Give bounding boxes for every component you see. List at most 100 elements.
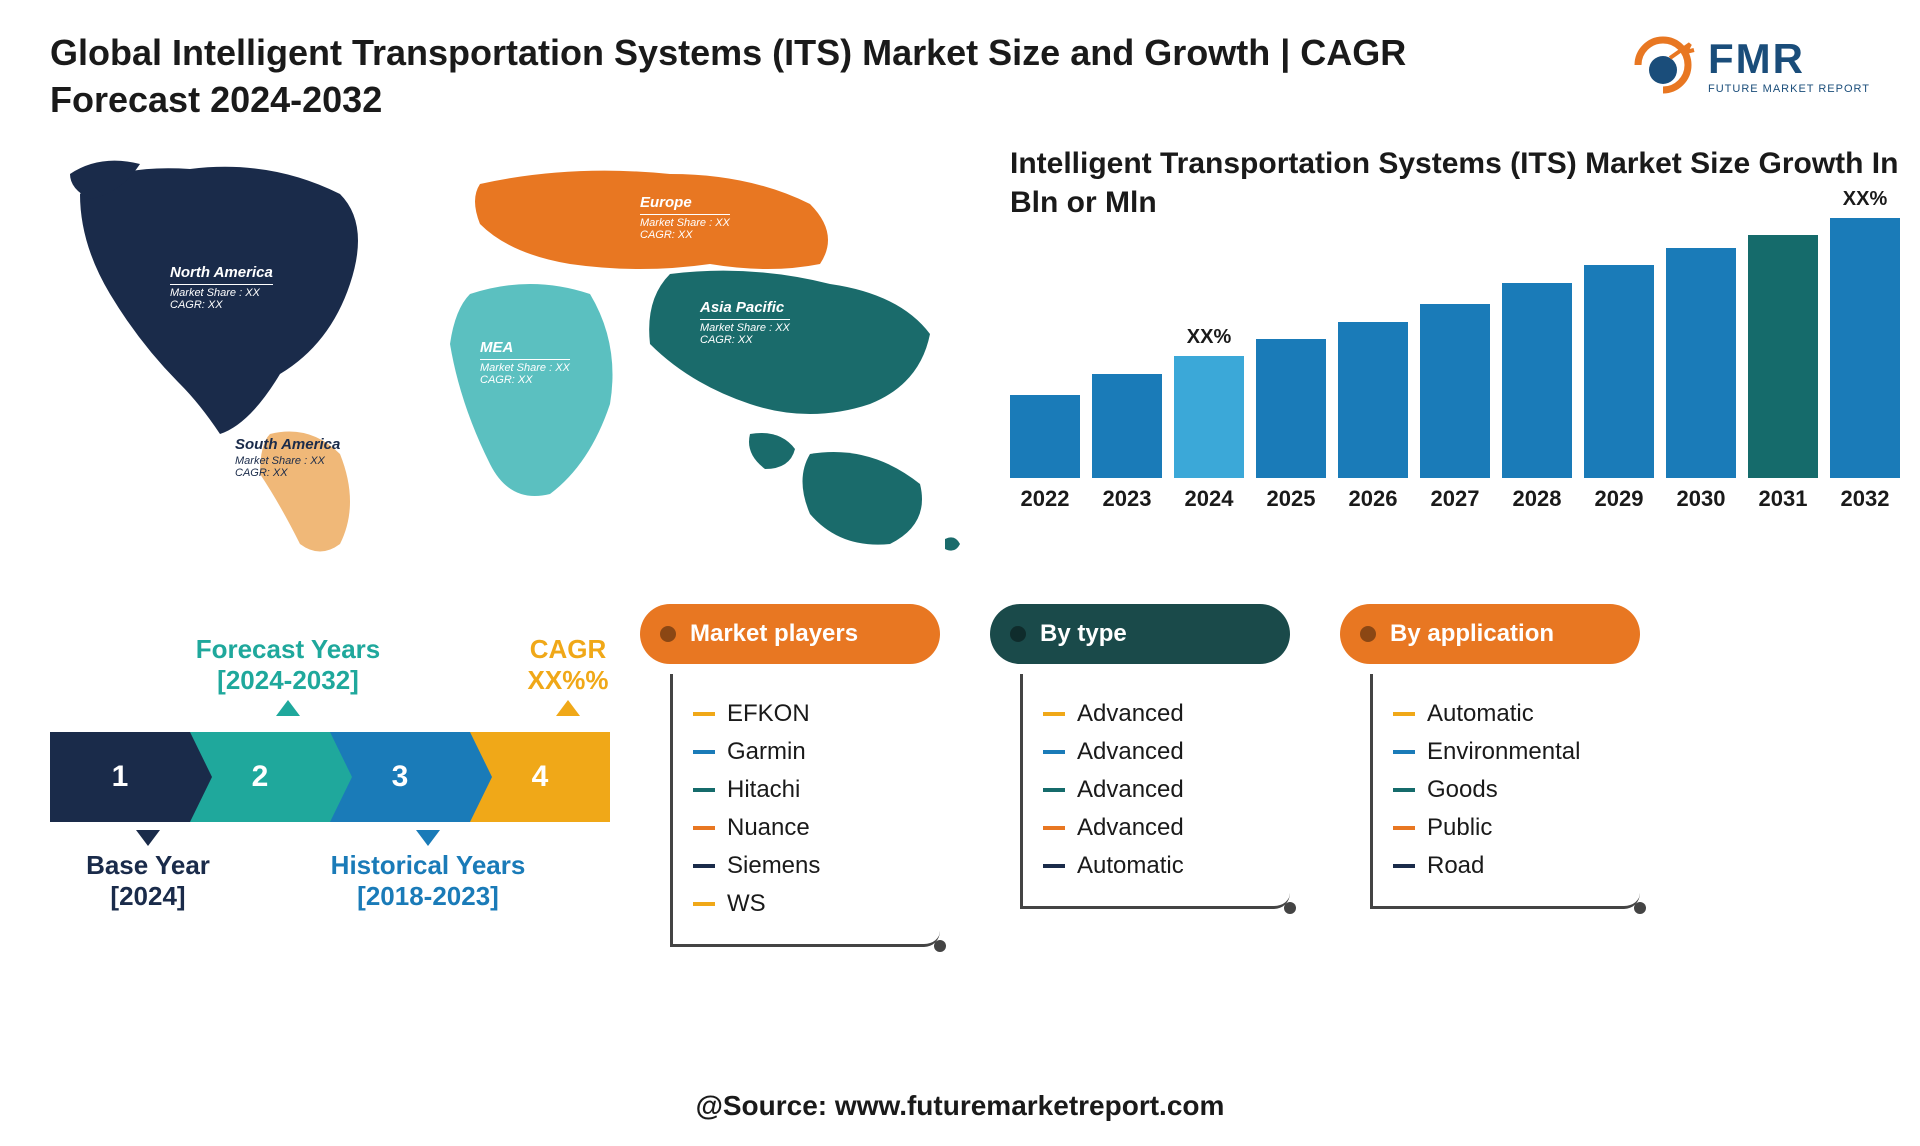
timeline-seg-1: 1 bbox=[50, 732, 190, 822]
bar-year-label: 2030 bbox=[1677, 486, 1726, 512]
bar bbox=[1420, 304, 1490, 477]
dot-icon bbox=[1360, 626, 1376, 642]
world-map: North America Market Share : XX CAGR: XX… bbox=[50, 144, 970, 564]
region-na-cagr: CAGR: XX bbox=[170, 299, 223, 311]
bar-col-2032: XX%2032 bbox=[1830, 218, 1900, 512]
bar-year-label: 2027 bbox=[1431, 486, 1480, 512]
bar-year-label: 2025 bbox=[1267, 486, 1316, 512]
category-item-text: Advanced bbox=[1077, 700, 1184, 728]
timeline: Forecast Years[2024-2032]CAGRXX%% 1234 B… bbox=[50, 634, 610, 940]
region-mea-share: Market Share : XX bbox=[480, 362, 570, 374]
region-na-name: North America bbox=[170, 264, 273, 281]
chart-unit: Bln or Mln bbox=[1010, 186, 1157, 219]
tick-icon bbox=[1393, 788, 1415, 792]
category-item: WS bbox=[693, 890, 920, 918]
category-item: Automatic bbox=[1393, 700, 1620, 728]
bar-year-label: 2024 bbox=[1185, 486, 1234, 512]
bar-chart: Intelligent Transportation Systems (ITS)… bbox=[1010, 144, 1900, 564]
timeline-label: Historical Years[2018-2023] bbox=[330, 830, 526, 912]
category-item-text: Automatic bbox=[1077, 852, 1184, 880]
bar bbox=[1584, 265, 1654, 477]
bar bbox=[1748, 235, 1818, 478]
tick-icon bbox=[693, 750, 715, 754]
category-item: Goods bbox=[1393, 776, 1620, 804]
category-item-text: WS bbox=[727, 890, 766, 918]
bar-annotation: XX% bbox=[1187, 326, 1231, 349]
tick-icon bbox=[693, 788, 715, 792]
logo: FMR FUTURE MARKET REPORT bbox=[1628, 30, 1870, 100]
timeline-label: Base Year[2024] bbox=[50, 830, 246, 912]
region-sa-cagr: CAGR: XX bbox=[235, 467, 288, 479]
category-header-text: By application bbox=[1390, 620, 1554, 648]
tick-icon bbox=[1393, 826, 1415, 830]
region-mea-cagr: CAGR: XX bbox=[480, 374, 533, 386]
bar bbox=[1256, 339, 1326, 478]
category-item-text: Siemens bbox=[727, 852, 820, 880]
page-title: Global Intelligent Transportation System… bbox=[50, 30, 1450, 124]
category-body: Advanced Advanced Advanced Advanced Auto… bbox=[1020, 674, 1290, 909]
bar-col-2030: 2030 bbox=[1666, 248, 1736, 512]
region-sa-share: Market Share : XX bbox=[235, 455, 325, 467]
category-header-text: By type bbox=[1040, 620, 1127, 648]
tick-icon bbox=[1043, 864, 1065, 868]
bar-col-2024: XX%2024 bbox=[1174, 356, 1244, 511]
tick-icon bbox=[1393, 750, 1415, 754]
bar-col-2028: 2028 bbox=[1502, 283, 1572, 512]
category-item: Nuance bbox=[693, 814, 920, 842]
tick-icon bbox=[1043, 750, 1065, 754]
region-eu-cagr: CAGR: XX bbox=[640, 229, 693, 241]
category-item: Automatic bbox=[1043, 852, 1270, 880]
region-eu-name: Europe bbox=[640, 194, 692, 211]
region-sa-name: South America bbox=[235, 436, 340, 453]
bar bbox=[1830, 218, 1900, 478]
tick-icon bbox=[1393, 712, 1415, 716]
tick-icon bbox=[693, 712, 715, 716]
bar-col-2025: 2025 bbox=[1256, 339, 1326, 512]
bar-year-label: 2023 bbox=[1103, 486, 1152, 512]
category-item: Hitachi bbox=[693, 776, 920, 804]
category-header-text: Market players bbox=[690, 620, 858, 648]
category-box: Market players EFKON Garmin Hitachi Nuan… bbox=[640, 604, 940, 947]
logo-text-main: FMR bbox=[1708, 35, 1870, 83]
category-item-text: EFKON bbox=[727, 700, 810, 728]
logo-icon bbox=[1628, 30, 1698, 100]
timeline-label: CAGRXX%% bbox=[470, 634, 666, 716]
region-mea-name: MEA bbox=[480, 339, 513, 356]
category-item: Advanced bbox=[1043, 814, 1270, 842]
category-item-text: Advanced bbox=[1077, 776, 1184, 804]
chart-title: Intelligent Transportation Systems (ITS)… bbox=[1010, 147, 1898, 180]
category-header: Market players bbox=[640, 604, 940, 664]
bar-year-label: 2032 bbox=[1841, 486, 1890, 512]
category-header: By application bbox=[1340, 604, 1640, 664]
category-item-text: Advanced bbox=[1077, 814, 1184, 842]
region-ap-share: Market Share : XX bbox=[700, 322, 790, 334]
category-box: By application Automatic Environmental G… bbox=[1340, 604, 1640, 947]
bar-col-2029: 2029 bbox=[1584, 265, 1654, 511]
bar bbox=[1174, 356, 1244, 477]
category-item: Road bbox=[1393, 852, 1620, 880]
region-eu-share: Market Share : XX bbox=[640, 217, 730, 229]
tick-icon bbox=[1043, 712, 1065, 716]
bar-col-2023: 2023 bbox=[1092, 374, 1162, 512]
bar bbox=[1338, 322, 1408, 478]
timeline-label: Forecast Years[2024-2032] bbox=[190, 634, 386, 716]
category-item-text: Hitachi bbox=[727, 776, 800, 804]
source-text: @Source: www.futuremarketreport.com bbox=[0, 1090, 1920, 1122]
category-box: By type Advanced Advanced Advanced Advan… bbox=[990, 604, 1290, 947]
category-item: Environmental bbox=[1393, 738, 1620, 766]
dot-icon bbox=[1010, 626, 1026, 642]
category-item-text: Advanced bbox=[1077, 738, 1184, 766]
region-ap-name: Asia Pacific bbox=[700, 299, 784, 316]
category-item: Siemens bbox=[693, 852, 920, 880]
category-item: Advanced bbox=[1043, 738, 1270, 766]
bar-annotation: XX% bbox=[1843, 188, 1887, 211]
bar bbox=[1666, 248, 1736, 478]
tick-icon bbox=[693, 902, 715, 906]
bar-col-2022: 2022 bbox=[1010, 395, 1080, 511]
category-item-text: Environmental bbox=[1427, 738, 1580, 766]
category-item: EFKON bbox=[693, 700, 920, 728]
logo-text-sub: FUTURE MARKET REPORT bbox=[1708, 83, 1870, 95]
category-header: By type bbox=[990, 604, 1290, 664]
category-item-text: Automatic bbox=[1427, 700, 1534, 728]
bar-year-label: 2029 bbox=[1595, 486, 1644, 512]
